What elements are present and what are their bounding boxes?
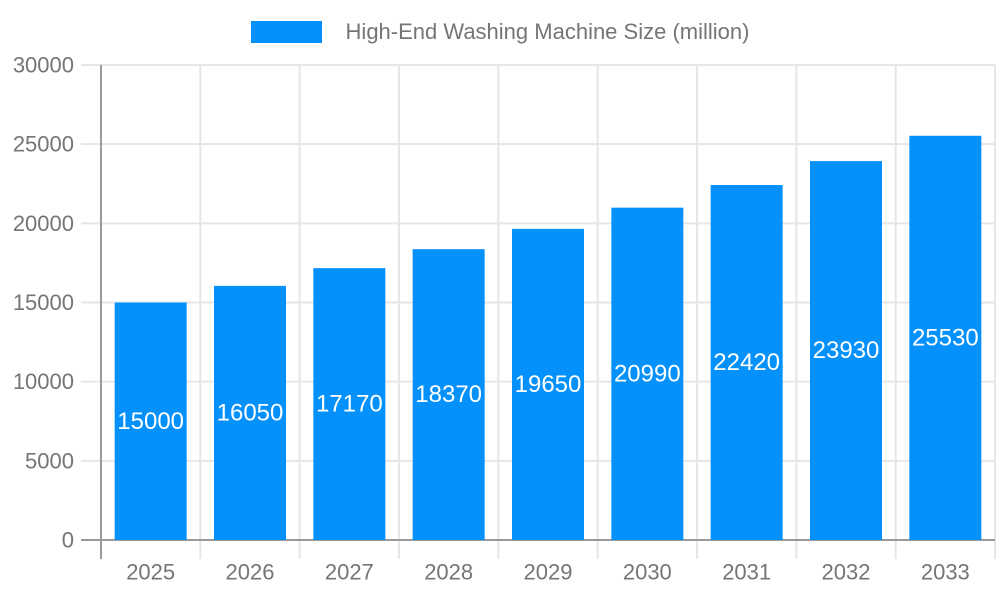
- bar-value-label: 20990: [614, 360, 681, 387]
- y-tick-label: 10000: [13, 369, 74, 394]
- legend-swatch: [250, 21, 322, 43]
- bar-value-label: 19650: [515, 371, 582, 398]
- x-tick-label: 2029: [524, 560, 573, 585]
- bar-2031[interactable]: [710, 185, 783, 540]
- x-tick-label: 2026: [226, 560, 275, 585]
- bar-value-label: 25530: [912, 324, 979, 351]
- x-tick-label: 2028: [424, 560, 473, 585]
- y-tick-label: 15000: [13, 290, 74, 315]
- y-tick-label: 5000: [25, 448, 74, 473]
- bar-2025[interactable]: [114, 302, 187, 541]
- x-tick-label: 2027: [325, 560, 374, 585]
- bar-2033[interactable]: [909, 135, 982, 540]
- chart-legend: High-End Washing Machine Size (million): [0, 19, 1000, 45]
- x-tick-label: 2032: [822, 560, 871, 585]
- y-tick-label: 20000: [13, 211, 74, 236]
- y-tick-label: 25000: [13, 132, 74, 157]
- bar-value-label: 18370: [415, 381, 482, 408]
- bar-value-label: 17170: [316, 391, 383, 418]
- x-tick-label: 2031: [722, 560, 771, 585]
- bar-2029[interactable]: [512, 228, 584, 540]
- bar-value-label: 23930: [813, 337, 880, 364]
- bar-2032[interactable]: [810, 161, 882, 540]
- bar-2026[interactable]: [214, 285, 286, 540]
- x-tick-label: 2030: [623, 560, 672, 585]
- bar-value-label: 22420: [713, 349, 780, 376]
- y-tick-label: 30000: [13, 53, 74, 78]
- bar-2030[interactable]: [611, 207, 684, 541]
- bar-value-label: 15000: [117, 408, 184, 435]
- bar-2028[interactable]: [412, 249, 485, 540]
- bar-2027[interactable]: [313, 268, 386, 540]
- x-tick-label: 2025: [126, 560, 175, 585]
- x-tick-label: 2033: [921, 560, 970, 585]
- legend-item[interactable]: High-End Washing Machine Size (million): [250, 19, 750, 45]
- y-tick-label: 0: [62, 528, 74, 553]
- legend-label: High-End Washing Machine Size (million): [345, 19, 750, 44]
- bar-value-label: 16050: [217, 399, 284, 426]
